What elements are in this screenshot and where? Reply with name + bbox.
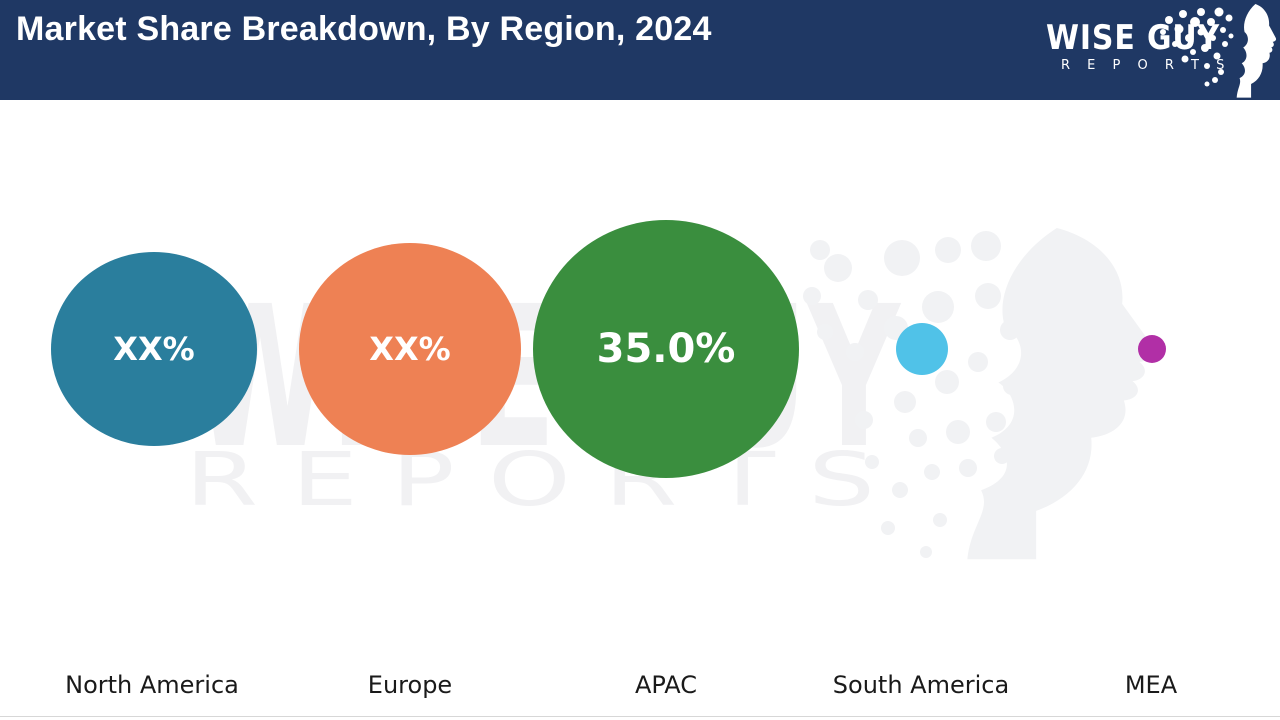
chart-title: Market Share Breakdown, By Region, 2024 bbox=[16, 10, 712, 48]
bubble-europe: XX% bbox=[299, 243, 521, 455]
category-label-north-america: North America bbox=[65, 671, 239, 699]
bubble-value-label: XX% bbox=[113, 330, 195, 368]
bubble-north-america: XX% bbox=[51, 252, 257, 446]
dotted-head-profile-icon bbox=[1160, 4, 1277, 98]
watermark-head-icon bbox=[803, 228, 1156, 560]
category-label-south-america: South America bbox=[832, 671, 1010, 699]
bottom-divider bbox=[0, 716, 1280, 717]
category-label-apac: APAC bbox=[634, 671, 698, 699]
wise-guy-reports-logo: WISE GUY R E P O R T S bbox=[1030, 0, 1280, 100]
bubble-mea bbox=[1138, 335, 1166, 363]
bubble-value-label: 35.0% bbox=[596, 326, 736, 372]
category-label-mea: MEA bbox=[1124, 671, 1178, 699]
bubble-south-america bbox=[896, 323, 948, 375]
header-bar: Market Share Breakdown, By Region, 2024 … bbox=[0, 0, 1280, 100]
category-label-europe: Europe bbox=[367, 671, 453, 699]
bubble-value-label: XX% bbox=[369, 330, 451, 368]
bubble-apac: 35.0% bbox=[533, 220, 799, 478]
watermark-subtitle: R E P O R T S bbox=[185, 437, 875, 523]
